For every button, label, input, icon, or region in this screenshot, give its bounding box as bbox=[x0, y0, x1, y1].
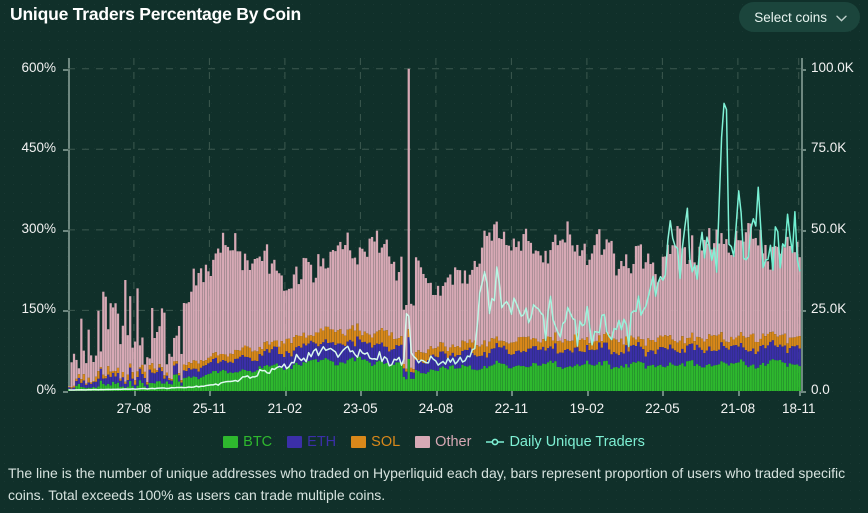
stacked-bar-chart bbox=[68, 58, 801, 391]
x-tick-label: 22-11 bbox=[494, 401, 529, 416]
y-right-tick-label: 75.0K bbox=[811, 140, 847, 156]
legend-item-daily-unique-traders[interactable]: Daily Unique Traders bbox=[486, 434, 645, 450]
plot-area[interactable] bbox=[68, 58, 801, 391]
x-tick-label: 19-02 bbox=[569, 401, 605, 416]
legend-swatch-icon bbox=[223, 436, 239, 448]
y-left-tick-label: 600% bbox=[21, 59, 56, 75]
y-left-tick-label: 0% bbox=[36, 382, 56, 397]
y-right-tick-label: 25.0K bbox=[811, 301, 847, 317]
y-right-tick-label: 0.0 bbox=[811, 382, 830, 397]
x-tick-label: 21-08 bbox=[720, 401, 756, 416]
y-left-tick-label: 150% bbox=[21, 301, 56, 317]
legend-label: ETH bbox=[307, 434, 337, 450]
select-coins-label: Select coins bbox=[754, 9, 827, 25]
x-tick-label: 21-02 bbox=[267, 401, 303, 416]
legend-item-btc[interactable]: BTC bbox=[223, 434, 272, 450]
legend-label: BTC bbox=[243, 434, 273, 450]
legend-label: SOL bbox=[371, 434, 401, 450]
x-tick-label: 18-11 bbox=[781, 401, 816, 416]
chart-legend: BTC ETH SOL Other Daily Unique Traders bbox=[0, 430, 868, 454]
legend-swatch-icon bbox=[287, 436, 303, 448]
x-tick-label: 23-05 bbox=[343, 401, 378, 416]
legend-item-eth[interactable]: ETH bbox=[287, 434, 336, 450]
legend-swatch-icon bbox=[351, 436, 367, 448]
chevron-down-icon bbox=[836, 10, 847, 25]
y-left-tick-label: 450% bbox=[21, 140, 56, 156]
x-tick-label: 27-08 bbox=[116, 401, 152, 416]
x-tick-label: 22-05 bbox=[645, 401, 680, 416]
chart-description: The line is the number of unique address… bbox=[8, 465, 846, 503]
x-tick-label: 24-08 bbox=[418, 401, 454, 416]
page-title: Unique Traders Percentage By Coin bbox=[10, 4, 301, 24]
legend-swatch-icon bbox=[415, 436, 431, 448]
y-left-tick-label: 300% bbox=[21, 220, 56, 236]
chart-header: Unique Traders Percentage By Coin Select… bbox=[0, 0, 868, 36]
select-coins-button[interactable]: Select coins bbox=[739, 2, 860, 32]
legend-item-other[interactable]: Other bbox=[415, 434, 471, 450]
y-right-tick-label: 50.0K bbox=[811, 220, 847, 236]
legend-label: Daily Unique Traders bbox=[509, 434, 645, 450]
x-tick-label: 25-11 bbox=[192, 401, 227, 416]
legend-label: Other bbox=[435, 434, 472, 450]
legend-item-sol[interactable]: SOL bbox=[351, 434, 400, 450]
y-right-tick-label: 100.0K bbox=[811, 59, 854, 75]
legend-line-marker-icon bbox=[486, 436, 505, 448]
